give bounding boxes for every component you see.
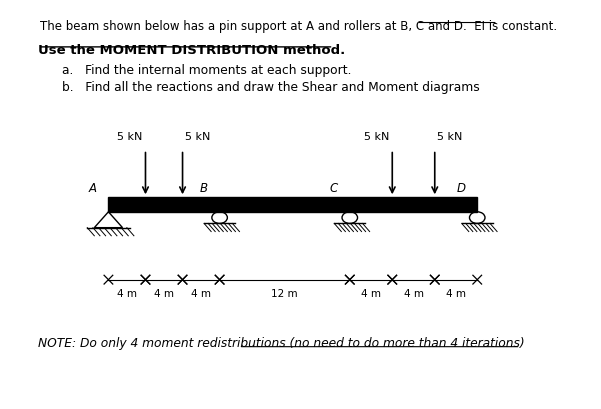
Text: 12 m: 12 m — [272, 289, 298, 299]
Text: A: A — [88, 182, 97, 195]
Text: 4 m: 4 m — [403, 289, 424, 299]
Text: C: C — [329, 182, 338, 195]
Text: 4 m: 4 m — [154, 289, 174, 299]
Text: 5 kN: 5 kN — [185, 133, 210, 142]
Text: Use the MOMENT DISTRIBUTION method.: Use the MOMENT DISTRIBUTION method. — [38, 44, 345, 57]
Text: 4 m: 4 m — [117, 289, 137, 299]
Text: 5 kN: 5 kN — [117, 133, 143, 142]
Text: D: D — [456, 182, 465, 195]
Text: NOTE: Do only 4 moment redistributions (no need to do more than 4 iterations): NOTE: Do only 4 moment redistributions (… — [38, 337, 525, 350]
Text: 5 kN: 5 kN — [364, 133, 389, 142]
Text: a.   Find the internal moments at each support.: a. Find the internal moments at each sup… — [63, 64, 352, 77]
Text: 5 kN: 5 kN — [438, 133, 463, 142]
Text: 4 m: 4 m — [446, 289, 466, 299]
Text: b.   Find all the reactions and draw the Shear and Moment diagrams: b. Find all the reactions and draw the S… — [63, 81, 480, 94]
Text: 4 m: 4 m — [361, 289, 381, 299]
Text: B: B — [200, 182, 208, 195]
Text: 4 m: 4 m — [191, 289, 211, 299]
Bar — [108, 197, 477, 212]
Text: The beam shown below has a pin support at A and rollers at B, C and D.  EI is co: The beam shown below has a pin support a… — [40, 20, 557, 33]
